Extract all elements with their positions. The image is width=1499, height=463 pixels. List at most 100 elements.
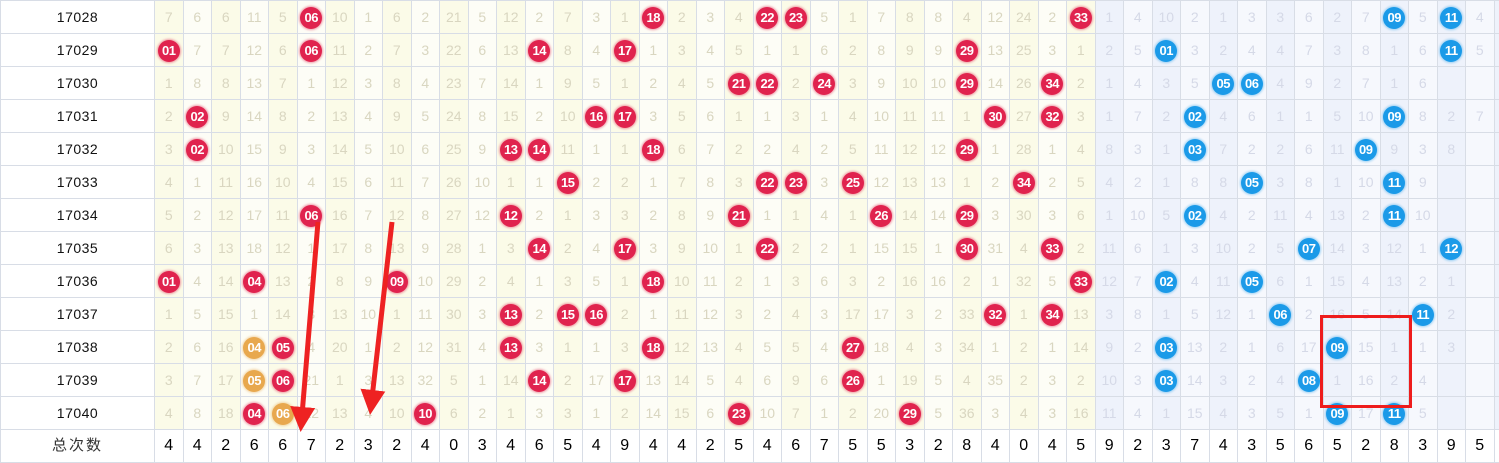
- cell-b-7: 1: [1295, 397, 1324, 430]
- cell-r-3: 11: [240, 1, 269, 34]
- cell-r-14: 8: [554, 34, 583, 67]
- cell-b-3: 4: [1181, 265, 1210, 298]
- issue-number[interactable]: 17032: [1, 133, 155, 166]
- cell-r-12: 14: [497, 67, 526, 100]
- cell-r-16: 3: [611, 199, 640, 232]
- cell-r-23: 2: [810, 133, 839, 166]
- cell-r-20: 4: [725, 331, 754, 364]
- cell-r-13: 2: [525, 298, 554, 331]
- cell-r-9: 6: [411, 133, 440, 166]
- cell-r-32: 13: [1067, 298, 1096, 331]
- red-ball: 18: [642, 7, 664, 29]
- cell-r-31: 1: [1038, 133, 1067, 166]
- cell-r-27: 9: [924, 34, 953, 67]
- cell-b-11: 5: [1409, 1, 1438, 34]
- cell-r-18: 12: [668, 331, 697, 364]
- cell-b-13: 4: [1466, 1, 1495, 34]
- issue-number[interactable]: 17037: [1, 298, 155, 331]
- cell-r-9: 9: [411, 232, 440, 265]
- cell-r-7: 4: [354, 100, 383, 133]
- cell-r-27: 5: [924, 397, 953, 430]
- cell-r-30: 4: [1010, 232, 1039, 265]
- cell-r-1: 8: [183, 397, 212, 430]
- issue-number[interactable]: 17028: [1, 1, 155, 34]
- cell-r-28: 30: [953, 232, 982, 265]
- cell-b-12: 12: [1437, 232, 1466, 265]
- cell-r-25: 20: [867, 397, 896, 430]
- blue-ball: 06: [1241, 73, 1263, 95]
- cell-r-7: 9: [354, 265, 383, 298]
- cell-b-10: 1: [1380, 34, 1409, 67]
- cell-b-14: [1494, 166, 1499, 199]
- red-ball: 21: [728, 205, 750, 227]
- blue-ball: 09: [1355, 139, 1377, 161]
- issue-number[interactable]: 17029: [1, 34, 155, 67]
- cell-r-6: 1: [326, 364, 355, 397]
- cell-b-5: 1: [1238, 331, 1267, 364]
- issue-number[interactable]: 17033: [1, 166, 155, 199]
- cell-b-10: 1: [1380, 331, 1409, 364]
- issue-number[interactable]: 17031: [1, 100, 155, 133]
- cell-r-2: 9: [212, 100, 241, 133]
- cell-r-23: 6: [810, 364, 839, 397]
- cell-b-3: 02: [1181, 100, 1210, 133]
- cell-r-18: 9: [668, 232, 697, 265]
- red-ball: 04: [243, 403, 265, 425]
- cell-r-7: 3: [354, 67, 383, 100]
- cell-b-6: 3: [1266, 166, 1295, 199]
- red-ball: 33: [1070, 271, 1092, 293]
- cell-b-0: 1: [1095, 199, 1124, 232]
- cell-r-12: 4: [497, 265, 526, 298]
- cell-b-1: 6: [1124, 232, 1153, 265]
- issue-number[interactable]: 17035: [1, 232, 155, 265]
- cell-r-15: 2: [582, 166, 611, 199]
- issue-number[interactable]: 17039: [1, 364, 155, 397]
- cell-b-0: 11: [1095, 232, 1124, 265]
- issue-number[interactable]: 17036: [1, 265, 155, 298]
- cell-r-8: 13: [383, 232, 412, 265]
- cell-r-32: 5: [1067, 166, 1096, 199]
- cell-r-4: 5: [269, 1, 298, 34]
- cell-b-9: 3: [1352, 232, 1381, 265]
- cell-r-25: 1: [867, 364, 896, 397]
- red-ball: 06: [300, 40, 322, 62]
- cell-r-2: 7: [212, 34, 241, 67]
- total-red-1: 4: [183, 430, 212, 463]
- blue-ball: 11: [1440, 7, 1462, 29]
- issue-number[interactable]: 17038: [1, 331, 155, 364]
- cell-b-7: 4: [1295, 199, 1324, 232]
- cell-r-6: 17: [326, 232, 355, 265]
- cell-r-28: 2: [953, 265, 982, 298]
- cell-r-2: 14: [212, 265, 241, 298]
- cell-r-15: 3: [582, 1, 611, 34]
- cell-r-27: 5: [924, 364, 953, 397]
- blue-ball: 03: [1155, 370, 1177, 392]
- blue-ball: 03: [1184, 139, 1206, 161]
- issue-number[interactable]: 17034: [1, 199, 155, 232]
- cell-r-17: 2: [639, 67, 668, 100]
- cell-b-6: 11: [1266, 199, 1295, 232]
- red-ball: 22: [756, 172, 778, 194]
- cell-b-8: 09: [1323, 331, 1352, 364]
- cell-b-0: 1: [1095, 100, 1124, 133]
- cell-r-23: 5: [810, 1, 839, 34]
- cell-b-9: 7: [1352, 1, 1381, 34]
- red-ball: 34: [1041, 73, 1063, 95]
- total-blue-8: 5: [1323, 430, 1352, 463]
- issue-number[interactable]: 17040: [1, 397, 155, 430]
- cell-r-22: 5: [782, 331, 811, 364]
- red-ball: 04: [243, 271, 265, 293]
- issue-number[interactable]: 17030: [1, 67, 155, 100]
- cell-r-9: 5: [411, 100, 440, 133]
- cell-r-31: 32: [1038, 100, 1067, 133]
- cell-r-7: 7: [354, 199, 383, 232]
- cell-r-2: 8: [212, 67, 241, 100]
- cell-r-2: 18: [212, 397, 241, 430]
- cell-r-25: 17: [867, 298, 896, 331]
- cell-r-27: 10: [924, 67, 953, 100]
- cell-r-31: 34: [1038, 298, 1067, 331]
- cell-r-28: 29: [953, 34, 982, 67]
- cell-r-3: 14: [240, 100, 269, 133]
- cell-b-1: 4: [1124, 397, 1153, 430]
